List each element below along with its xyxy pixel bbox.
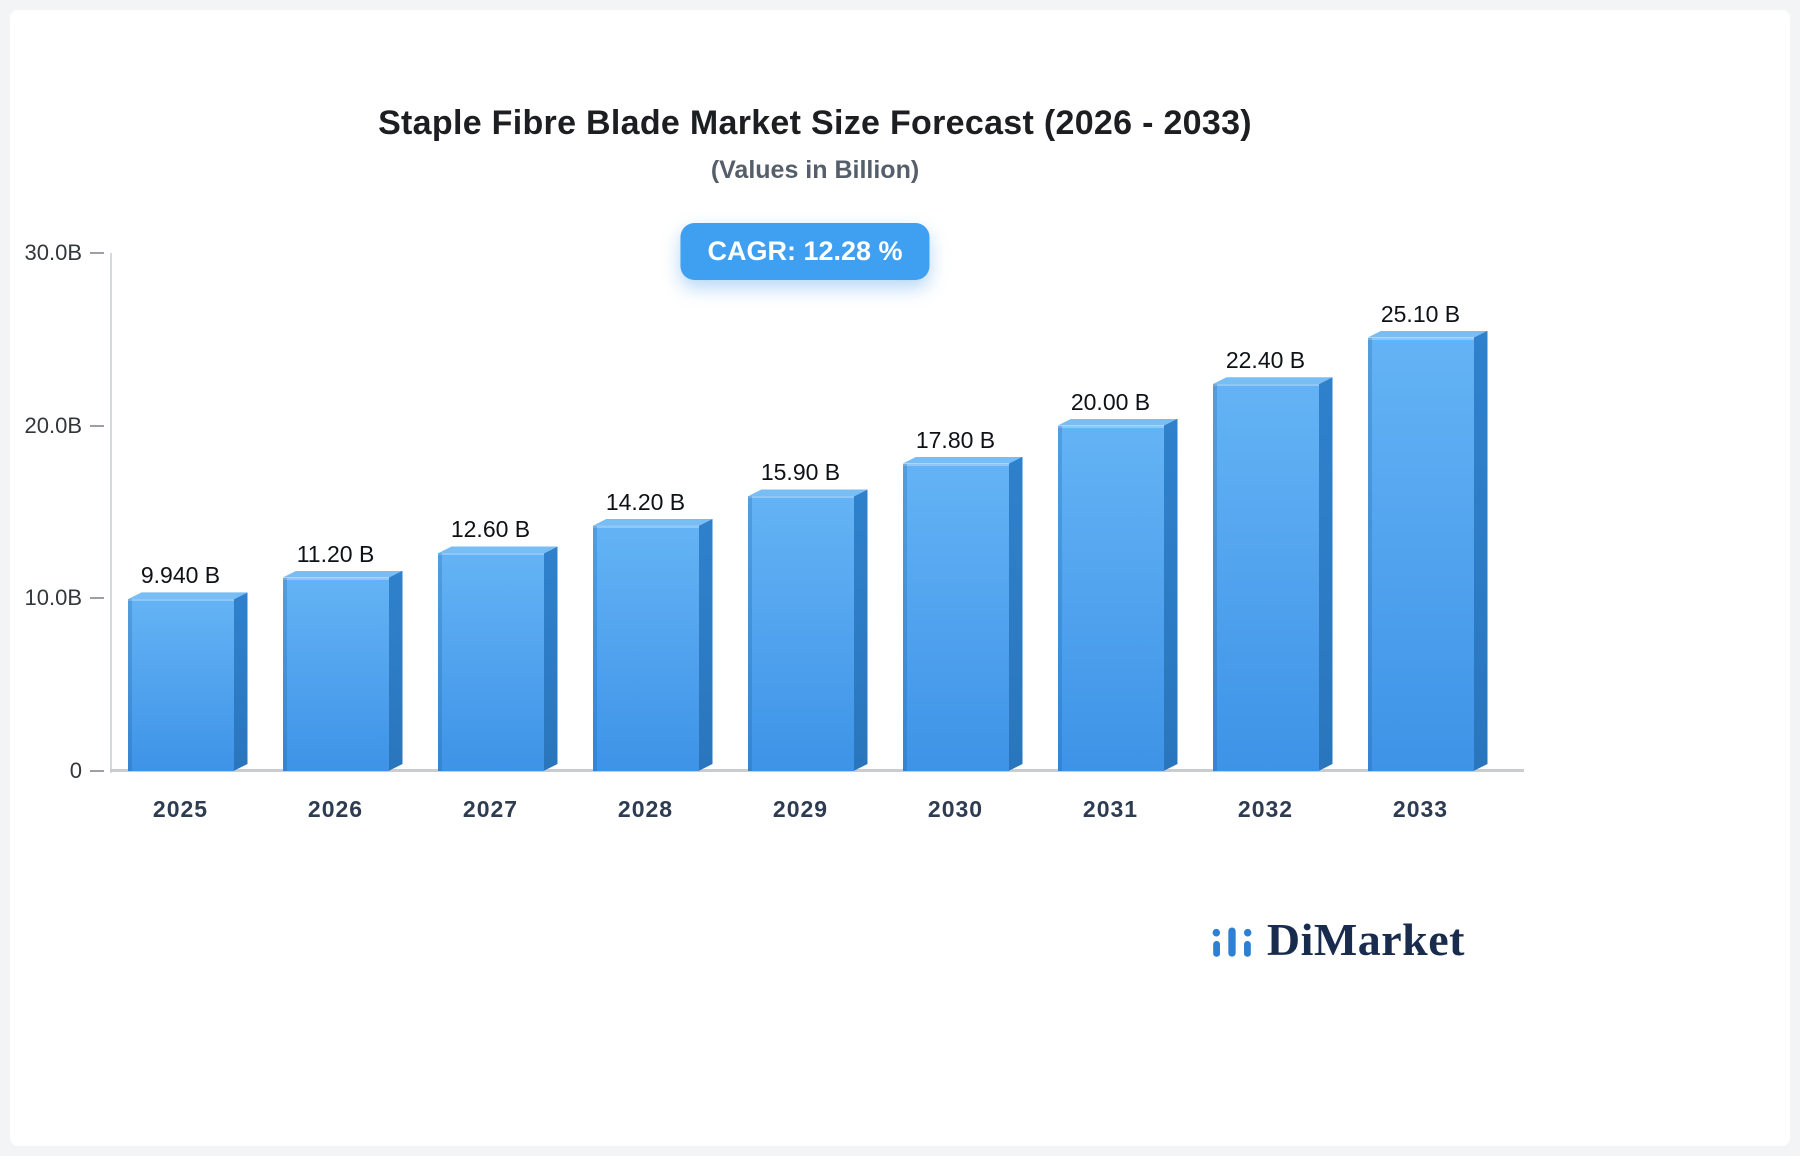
bar-top-face (128, 592, 248, 599)
bar (282, 577, 389, 771)
y-axis-tick (90, 770, 104, 772)
bar-chart-icon (1212, 926, 1252, 957)
y-axis-tick-label: 0 (69, 758, 82, 783)
y-axis-tick-label: 10.0B (24, 585, 83, 611)
bar-side-face (544, 546, 558, 771)
chart-subtitle: (Values in Billion) (710, 156, 920, 184)
y-axis-tick (90, 252, 104, 254)
bar-top-face (438, 546, 558, 553)
x-axis-label: 2026 (307, 796, 364, 822)
bar-value-label: 9.940 B (140, 562, 221, 589)
x-axis-label: 2030 (927, 796, 984, 822)
bar-value-label: 12.60 B (450, 516, 531, 543)
bar-value-label: 25.10 B (1380, 300, 1461, 327)
bar (127, 599, 234, 771)
chart-card: Staple Fibre Blade Market Size Forecast … (10, 10, 1790, 1146)
chart-title: Staple Fibre Blade Market Size Forecast … (378, 104, 1252, 142)
bar-side-face (234, 592, 248, 771)
bar-side-face (699, 519, 713, 771)
bar-side-face (1319, 377, 1333, 771)
y-axis-line (110, 253, 112, 773)
brand-name: DiMarket (1266, 914, 1465, 965)
bar-side-face (389, 571, 403, 771)
bar-value-label: 22.40 B (1225, 347, 1306, 374)
bar (1212, 384, 1319, 771)
bar-side-face (1009, 457, 1023, 771)
x-axis-label: 2027 (462, 796, 519, 822)
x-axis-label: 2028 (617, 796, 674, 822)
bar-side-face (854, 489, 868, 771)
y-axis-tick-label: 20.0B (24, 412, 83, 438)
bar-top-face (903, 457, 1023, 464)
bar-top-face (748, 489, 868, 496)
x-axis-label: 2031 (1082, 796, 1139, 822)
bar (1057, 425, 1164, 771)
bar-top-face (593, 519, 713, 526)
x-axis-label: 2033 (1392, 796, 1449, 822)
bar (902, 463, 1009, 771)
bar (747, 496, 854, 771)
bar-side-face (1164, 419, 1178, 771)
x-axis-label: 2025 (152, 796, 209, 822)
bar (592, 525, 699, 771)
cagr-badge: CAGR: 12.28 % (680, 223, 930, 280)
bar-top-face (1368, 331, 1488, 338)
bar-value-label: 17.80 B (915, 426, 996, 453)
x-axis-label: 2032 (1237, 796, 1294, 822)
bar-side-face (1474, 331, 1488, 771)
bar-value-label: 20.00 B (1070, 388, 1151, 415)
brand-logo: DiMarket (1209, 913, 1465, 966)
bar-value-label: 11.20 B (296, 540, 375, 567)
bar (437, 553, 544, 771)
bar-top-face (1058, 419, 1178, 426)
bar (1367, 337, 1474, 771)
y-axis-tick (90, 424, 104, 427)
x-axis-label: 2029 (772, 796, 829, 822)
y-axis-tick (90, 597, 104, 600)
bar-top-face (1213, 377, 1333, 384)
bar-top-face (283, 571, 403, 578)
bar-value-label: 15.90 B (760, 459, 841, 486)
y-axis-tick-label: 30.0B (24, 240, 83, 265)
bar-value-label: 14.20 B (605, 488, 686, 515)
